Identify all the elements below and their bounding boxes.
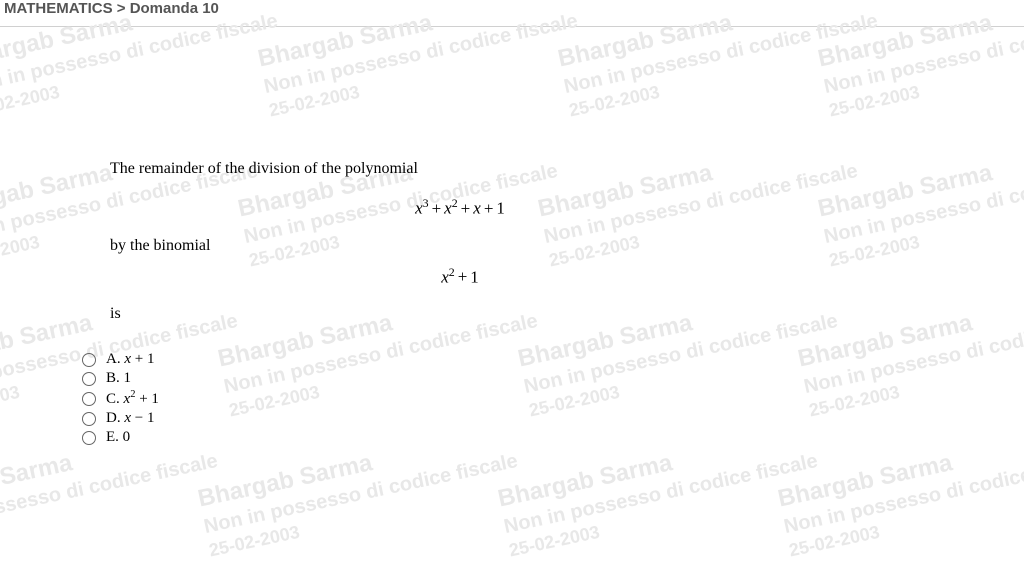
- option-row[interactable]: B. 1: [82, 370, 810, 387]
- watermark-stamp: Bhargab SarmaNon in possesso di codice f…: [815, 128, 1024, 273]
- binomial-formula: x2+1: [110, 265, 810, 288]
- option-label: C. x2 + 1: [106, 389, 159, 408]
- breadcrumb: MATHEMATICS > Domanda 10: [4, 0, 219, 17]
- watermark-stamp: Bhargab SarmaNon in possesso di codice f…: [255, 0, 585, 123]
- option-label: D. x − 1: [106, 410, 154, 427]
- watermark-stamp: Bhargab SarmaNon in possesso di codice f…: [775, 418, 1024, 563]
- option-row[interactable]: A. x + 1: [82, 351, 810, 368]
- by-binomial-label: by the binomial: [110, 237, 810, 255]
- option-label: A. x + 1: [106, 351, 154, 368]
- options-list: A. x + 1 B. 1 C. x2 + 1 D. x − 1 E. 0: [82, 351, 810, 446]
- option-row[interactable]: E. 0: [82, 429, 810, 446]
- option-row[interactable]: D. x − 1: [82, 410, 810, 427]
- radio-icon[interactable]: [82, 353, 96, 367]
- radio-icon[interactable]: [82, 431, 96, 445]
- watermark-stamp: Bhargab SarmaNon in possesso di codice f…: [795, 278, 1024, 423]
- watermark-stamp: Bhargab SarmaNon in possesso di codice f…: [0, 0, 285, 123]
- option-label: B. 1: [106, 370, 131, 387]
- radio-icon[interactable]: [82, 412, 96, 426]
- question-intro: The remainder of the division of the pol…: [110, 160, 810, 178]
- watermark-stamp: Bhargab SarmaNon in possesso di codice f…: [815, 0, 1024, 123]
- option-row[interactable]: C. x2 + 1: [82, 389, 810, 408]
- polynomial-formula: x3+x2+x+1: [110, 196, 810, 219]
- is-label: is: [110, 305, 810, 323]
- radio-icon[interactable]: [82, 372, 96, 386]
- header-divider: [0, 26, 1024, 27]
- watermark-stamp: Bhargab SarmaNon in possesso di codice f…: [555, 0, 885, 123]
- option-label: E. 0: [106, 429, 130, 446]
- radio-icon[interactable]: [82, 392, 96, 406]
- question-content: The remainder of the division of the pol…: [110, 160, 810, 448]
